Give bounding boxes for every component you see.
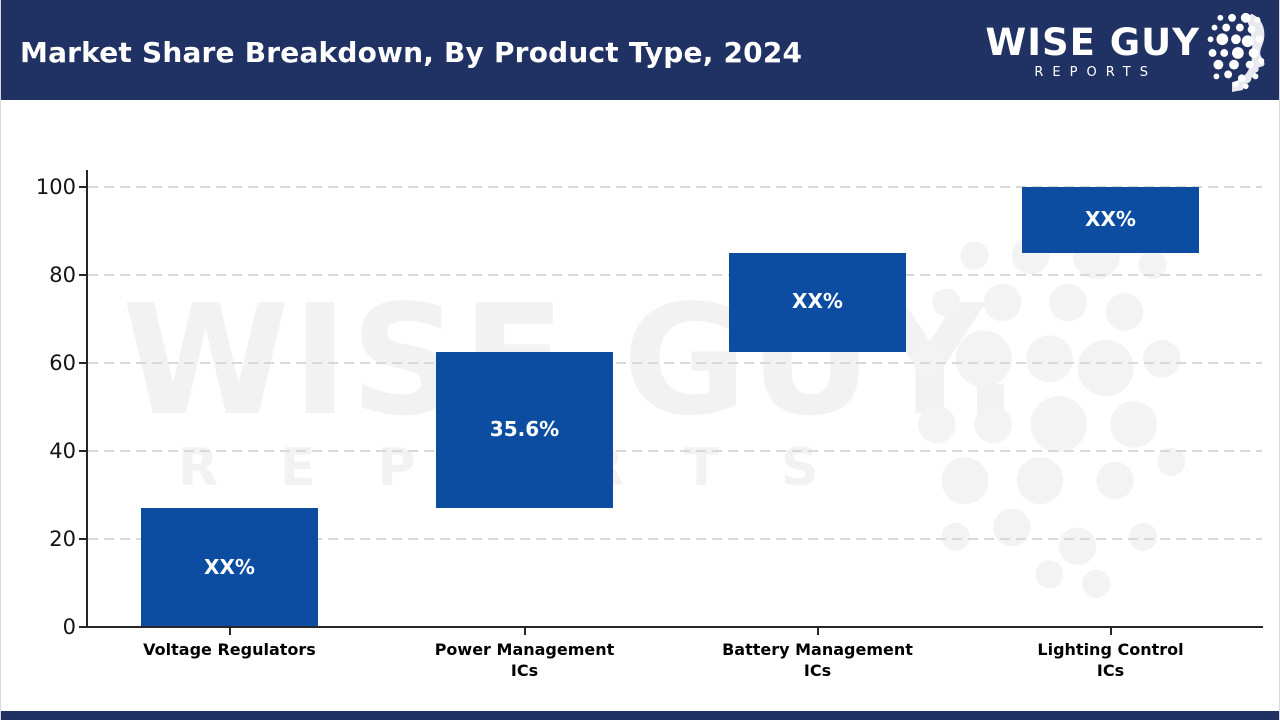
y-tick <box>79 450 87 452</box>
gridline <box>88 362 1262 364</box>
bar-value-label: 35.6% <box>489 416 560 441</box>
footer-bar <box>0 711 1280 720</box>
x-tick <box>228 628 231 635</box>
brand-name: WISE GUY <box>985 20 1200 64</box>
y-tick-label: 0 <box>62 615 76 639</box>
brand-logo: WISE GUY REPORTS <box>985 8 1266 94</box>
bar <box>141 508 318 627</box>
y-tick <box>79 626 87 628</box>
category-label: Battery Management ICs <box>722 640 913 680</box>
x-tick <box>1109 628 1112 635</box>
category-label: Power Management ICs <box>434 640 615 680</box>
brand-logo-text: WISE GUY REPORTS <box>985 20 1200 80</box>
gridline <box>88 186 1262 188</box>
bar <box>729 253 906 352</box>
x-tick <box>816 628 819 635</box>
x-tick <box>523 628 526 635</box>
header: Market Share Breakdown, By Product Type,… <box>0 0 1280 100</box>
bar-value-label: XX% <box>792 289 843 314</box>
y-tick-label: 100 <box>35 175 76 199</box>
bar-value-label: XX% <box>1085 207 1136 231</box>
page-title: Market Share Breakdown, By Product Type,… <box>20 36 803 69</box>
y-tick-label: 40 <box>49 439 76 463</box>
bar <box>1022 187 1199 253</box>
gridline <box>88 450 1262 452</box>
gridline <box>88 538 1262 540</box>
y-tick-label: 20 <box>49 527 76 551</box>
brand-subname: REPORTS <box>1034 64 1157 80</box>
watermark-head-icon <box>913 232 1186 598</box>
y-tick-label: 80 <box>49 263 76 287</box>
y-tick <box>79 186 87 188</box>
category-label: Lighting Control ICs <box>1037 640 1184 680</box>
y-axis <box>86 170 88 628</box>
y-tick <box>79 538 87 540</box>
y-tick <box>79 274 87 276</box>
y-tick-label: 60 <box>49 351 76 375</box>
y-tick <box>79 362 87 364</box>
dotted-head-icon <box>1207 12 1265 92</box>
gridline <box>88 274 1262 276</box>
bar-value-label: XX% <box>204 554 255 579</box>
x-axis <box>86 626 1263 628</box>
bar <box>436 351 613 509</box>
category-label: Voltage Regulators <box>143 640 316 659</box>
